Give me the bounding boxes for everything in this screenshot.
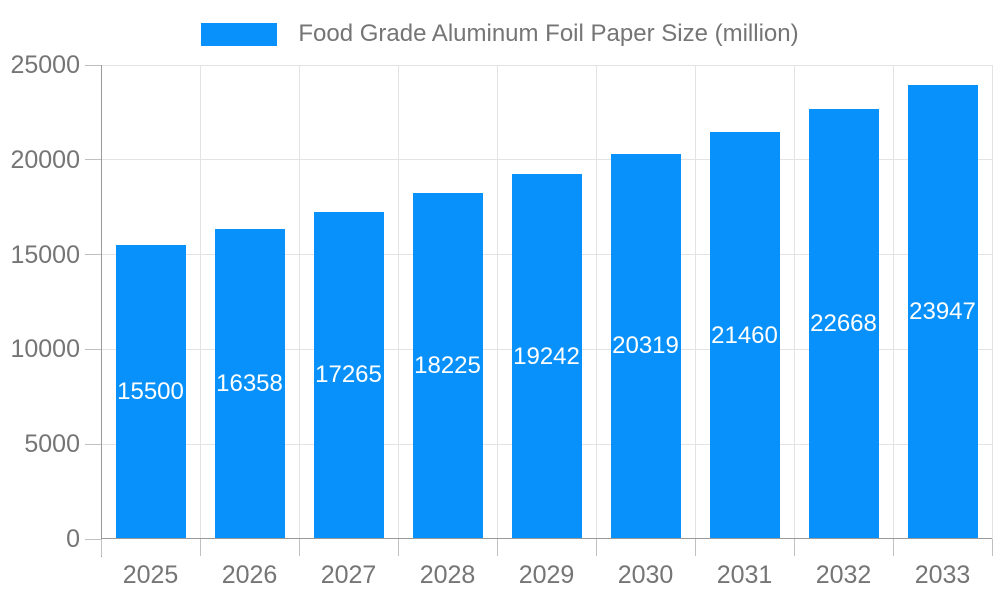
y-axis-tick: [85, 159, 101, 161]
y-axis-tick-label: 25000: [10, 51, 80, 79]
y-axis-tick: [85, 64, 101, 66]
bar: 22668: [808, 109, 879, 539]
x-axis-tick: [496, 539, 498, 556]
y-axis-tick-label: 10000: [10, 335, 80, 364]
gridline-horizontal: [101, 64, 992, 66]
x-axis-label: 2027: [320, 561, 377, 589]
y-axis-tick-label: 0: [66, 525, 80, 553]
bar: 23947: [907, 84, 978, 539]
y-axis-tick: [85, 348, 101, 350]
bar: 20319: [610, 153, 681, 539]
bar-value-label: 23947: [909, 297, 976, 325]
x-axis-tick: [199, 539, 201, 556]
y-axis-tick: [85, 254, 101, 256]
bar-value-label: 21460: [711, 321, 778, 349]
bar: 17265: [313, 211, 384, 539]
gridline-vertical: [595, 65, 597, 539]
gridline-vertical: [199, 65, 201, 539]
x-axis-tick: [397, 539, 399, 556]
bar: 19242: [511, 174, 582, 539]
gridline-horizontal: [101, 159, 992, 161]
x-axis-tick: [991, 539, 993, 556]
gridline-vertical: [892, 65, 894, 539]
bar-value-label: 20319: [612, 332, 679, 360]
gridline-vertical: [694, 65, 696, 539]
legend-item[interactable]: Food Grade Aluminum Foil Paper Size (mil…: [0, 21, 1000, 47]
x-axis-line: [101, 538, 992, 539]
y-axis-tick: [85, 443, 101, 445]
x-axis-tick: [298, 539, 300, 556]
legend-label: Food Grade Aluminum Foil Paper Size (mil…: [298, 20, 799, 47]
y-axis-tick-label: 5000: [24, 430, 80, 459]
x-axis-label: 2033: [914, 561, 971, 589]
x-axis-label: 2030: [617, 561, 674, 589]
x-axis-tick: [793, 539, 795, 556]
gridline-vertical: [397, 65, 399, 539]
y-axis-tick-label: 20000: [10, 145, 80, 174]
gridline-vertical: [298, 65, 300, 539]
bar-value-label: 18225: [414, 352, 481, 380]
bar-value-label: 19242: [513, 342, 580, 370]
x-axis-label: 2028: [419, 561, 476, 589]
gridline-vertical: [793, 65, 795, 539]
x-axis-tick: [595, 539, 597, 556]
x-axis-label: 2026: [221, 561, 278, 589]
bar: 18225: [412, 193, 483, 539]
bar-value-label: 16358: [216, 369, 283, 397]
x-axis-tick: [694, 539, 696, 556]
bar-value-label: 17265: [315, 361, 382, 389]
bar: 15500: [115, 245, 186, 539]
x-axis-tick: [892, 539, 894, 556]
x-axis-label: 2025: [122, 561, 179, 589]
y-axis-tick: [85, 538, 101, 540]
legend-swatch-icon: [201, 22, 278, 46]
x-axis-label: 2031: [716, 561, 773, 589]
y-axis-line: [101, 65, 102, 557]
x-axis-label: 2029: [518, 561, 575, 589]
bar: 16358: [214, 228, 285, 539]
y-axis-tick-label: 15000: [10, 240, 80, 269]
gridline-vertical: [991, 65, 993, 539]
x-axis-label: 2032: [815, 561, 872, 589]
bar-value-label: 22668: [810, 310, 877, 338]
x-axis-tick: [100, 539, 102, 556]
bar: 21460: [709, 132, 780, 539]
plot-area: 15500 16358 17265 18225 19242 20319 21460 22668…: [10, 51, 993, 589]
bar-value-label: 15500: [117, 378, 184, 406]
gridline-vertical: [496, 65, 498, 539]
